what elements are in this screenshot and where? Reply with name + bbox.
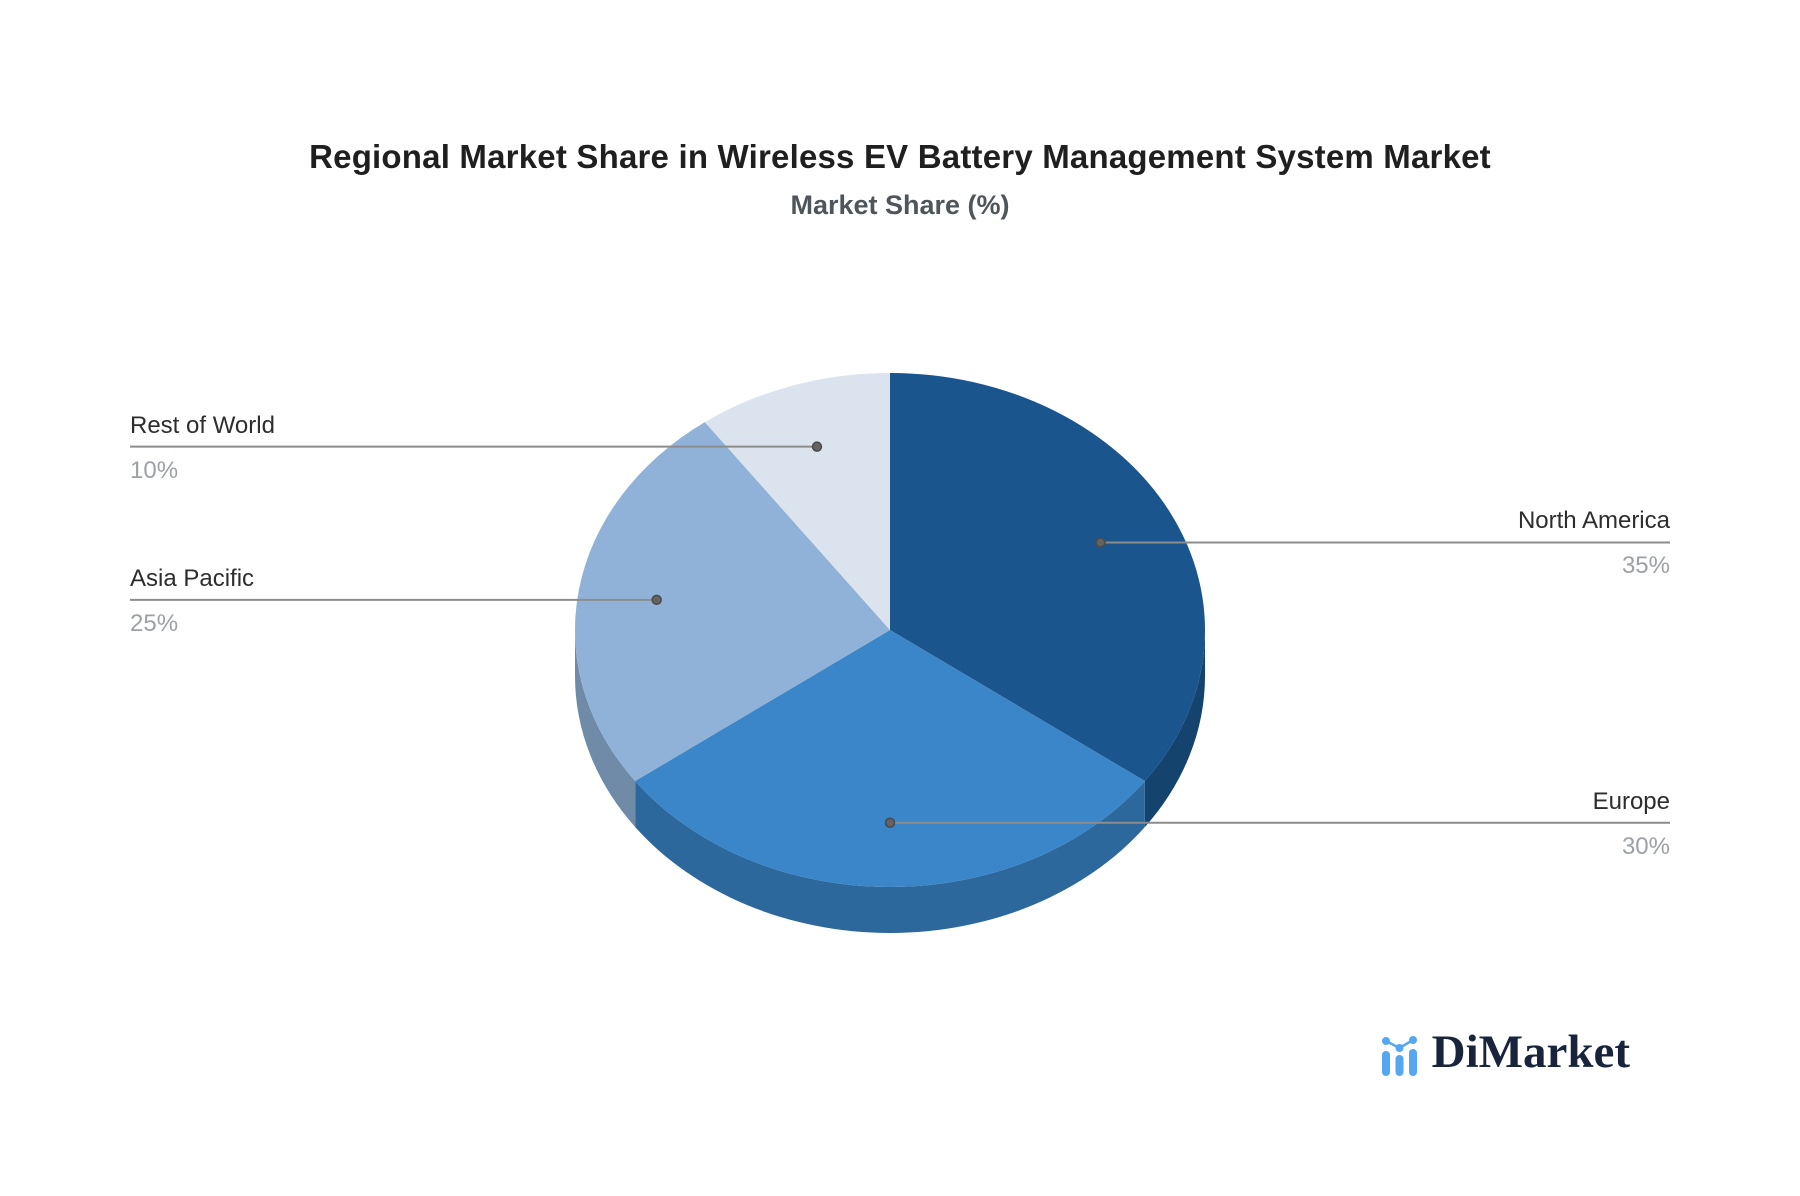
slice-percent: 25%	[130, 610, 179, 637]
chart-header: Regional Market Share in Wireless EV Bat…	[0, 138, 1800, 221]
pie-slice-side-asia-pacific	[575, 630, 636, 828]
chart-subtitle: Market Share (%)	[790, 190, 1010, 220]
logo-bar	[1381, 1051, 1390, 1076]
leader-dot-rest-of-world	[811, 441, 823, 452]
pie-slice-asia-pacific	[574, 422, 890, 782]
slice-label: North America	[1517, 507, 1670, 534]
logo-dot	[1408, 1036, 1417, 1044]
leader-dot-north-america	[1095, 537, 1106, 548]
leader-dot-asia-pacific	[651, 594, 662, 606]
slice-label: Europe	[1592, 788, 1670, 815]
logo-bar	[1395, 1055, 1404, 1076]
bar-line-chart-icon	[1381, 1036, 1417, 1076]
dimarket-logo: DiMarket	[1378, 1028, 1630, 1076]
logo-bar	[1408, 1049, 1417, 1076]
leader-dot-europe	[884, 817, 896, 828]
pie-slice-side-europe	[635, 781, 1145, 933]
slice-percent: 10%	[130, 457, 179, 484]
slice-label: Asia Pacific	[130, 565, 255, 592]
logo-dot	[1395, 1044, 1404, 1052]
slice-percent: 35%	[1621, 552, 1670, 579]
dimarket-logo-text: DiMarket	[1431, 1025, 1630, 1078]
pie-slice-north-america	[890, 373, 1205, 782]
pie-slice-rest-of-world	[704, 373, 890, 630]
slice-label: Rest of World	[130, 412, 275, 439]
slice-percent: 30%	[1621, 833, 1670, 860]
logo-dot	[1381, 1037, 1390, 1045]
pie-slice-side-north-america	[1144, 630, 1205, 828]
chart-title: Regional Market Share in Wireless EV Bat…	[309, 138, 1491, 175]
